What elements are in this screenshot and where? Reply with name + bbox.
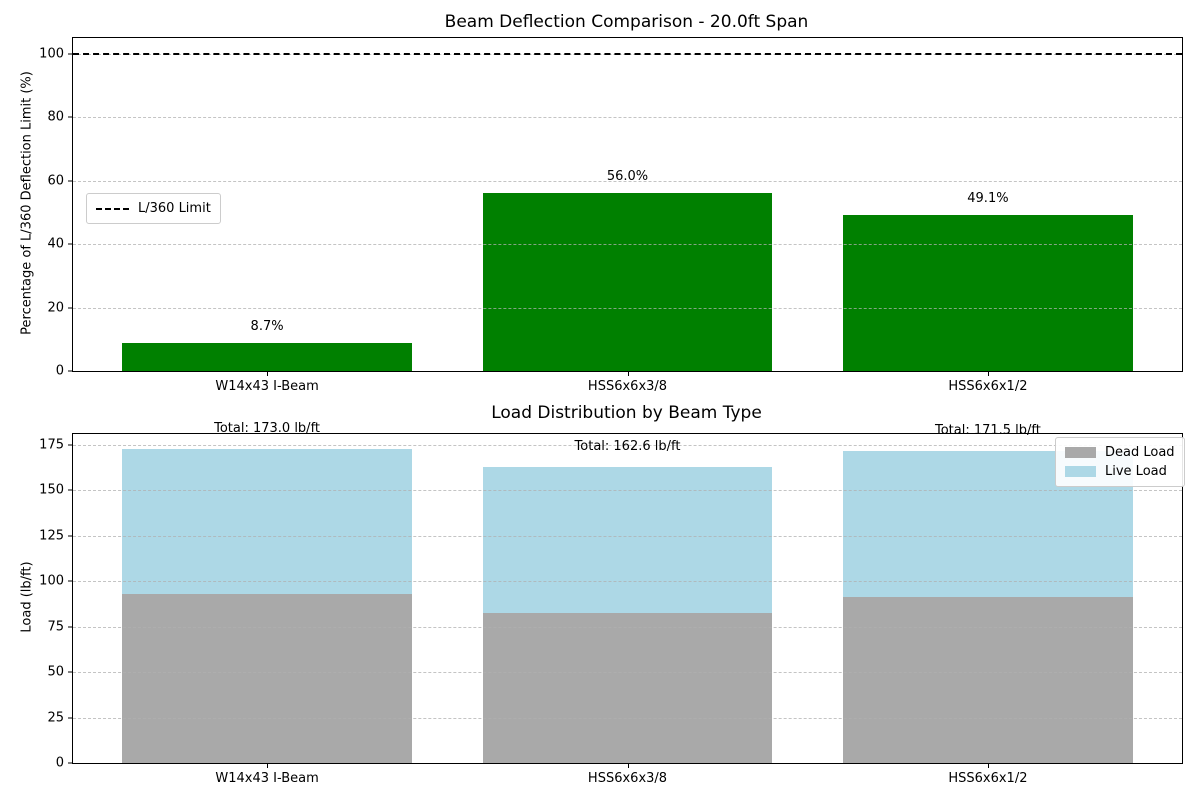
chart2-y-axis-label: Load (lb/ft) xyxy=(19,561,35,633)
x-tick-mark xyxy=(987,763,989,768)
y-tick-label: 50 xyxy=(47,664,64,680)
y-tick-mark xyxy=(68,243,73,245)
y-tick-mark xyxy=(68,580,73,582)
legend-label: Live Load xyxy=(1105,464,1167,479)
x-tick-label: HSS6x6x3/8 xyxy=(587,771,668,786)
bar-hss6x6x1-2 xyxy=(843,215,1133,371)
y-tick-mark xyxy=(68,116,73,118)
y-tick-label: 150 xyxy=(39,482,64,498)
live-load-swatch-icon xyxy=(1065,466,1096,477)
x-tick-mark xyxy=(627,371,629,376)
x-tick-label: HSS6x6x1/2 xyxy=(948,771,1028,786)
gridline-y-75 xyxy=(73,626,1182,628)
chart2-plot-area: Dead Load Live Load 0 25 50 75 100 125 150 175 W… xyxy=(39,422,1185,785)
x-tick-label: HSS6x6x3/8 xyxy=(587,379,668,394)
gridline-y-25 xyxy=(73,717,1182,719)
bar-segment-dead-load xyxy=(843,596,1133,763)
x-tick-label: HSS6x6x1/2 xyxy=(948,379,1028,394)
y-tick-mark xyxy=(68,762,73,764)
total-label: Total: 173.0 lb/ft xyxy=(214,420,321,436)
value-label: 49.1% xyxy=(967,191,1009,207)
legend-label: L/360 Limit xyxy=(138,201,211,216)
y-tick-mark xyxy=(68,180,73,182)
x-tick-mark xyxy=(267,763,269,768)
y-tick-mark xyxy=(68,444,73,446)
value-label: 56.0% xyxy=(606,169,649,185)
y-tick-label: 25 xyxy=(47,710,64,726)
y-tick-mark xyxy=(68,489,73,491)
limit-line xyxy=(73,52,1182,55)
y-tick-label: 175 xyxy=(39,437,64,453)
y-tick-label: 125 xyxy=(39,528,64,544)
legend-label: Dead Load xyxy=(1105,445,1175,460)
gridline-y-150 xyxy=(73,490,1182,492)
total-label: Total: 171.5 lb/ft xyxy=(934,423,1041,439)
bar-segment-dead-load xyxy=(122,593,412,763)
total-label: Total: 162.6 lb/ft xyxy=(574,439,681,455)
x-tick-mark xyxy=(267,371,269,376)
bar-segment-live-load xyxy=(482,467,773,613)
y-tick-label: 75 xyxy=(47,619,64,635)
legend-entry: Live Load xyxy=(1065,462,1175,481)
gridline-y-40 xyxy=(73,244,1182,246)
bar-segment-dead-load xyxy=(482,612,773,763)
bar-hss6x6x3-8 xyxy=(482,193,773,371)
x-tick-mark xyxy=(987,371,989,376)
chart1-title: Beam Deflection Comparison - 20.0ft Span xyxy=(444,12,809,32)
gridline-y-125 xyxy=(73,535,1182,537)
y-tick-label: 0 xyxy=(55,363,64,379)
y-tick-mark xyxy=(68,370,73,372)
chart1-y-axis-label: Percentage of L/360 Deflection Limit (%) xyxy=(19,71,35,335)
legend-entry: L/360 Limit xyxy=(96,199,211,218)
y-tick-label: 0 xyxy=(55,755,64,771)
bar-w14x43-i-beam xyxy=(122,343,412,371)
x-tick-label: W14x43 I-Beam xyxy=(215,379,319,394)
gridline-y-60 xyxy=(73,180,1182,182)
x-tick-mark xyxy=(627,763,629,768)
y-tick-mark xyxy=(68,53,73,55)
x-tick-label: W14x43 I-Beam xyxy=(215,771,319,786)
chart2-title: Load Distribution by Beam Type xyxy=(491,403,762,423)
y-tick-label: 60 xyxy=(47,173,64,189)
y-tick-label: 80 xyxy=(47,109,64,125)
y-tick-mark xyxy=(68,717,73,719)
bar-segment-live-load xyxy=(122,448,412,594)
legend-entry: Dead Load xyxy=(1065,443,1175,462)
chart2-legend: Dead Load Live Load xyxy=(1055,437,1185,487)
value-label: 8.7% xyxy=(250,319,284,335)
y-tick-mark xyxy=(68,535,73,537)
y-tick-mark xyxy=(68,626,73,628)
dashed-line-icon xyxy=(96,207,129,210)
y-tick-mark xyxy=(68,307,73,309)
chart1-legend: L/360 Limit xyxy=(86,193,221,224)
dead-load-swatch-icon xyxy=(1065,447,1096,458)
y-tick-label: 100 xyxy=(39,46,64,62)
gridline-y-80 xyxy=(73,117,1182,119)
gridline-y-175 xyxy=(73,444,1182,446)
gridline-y-100 xyxy=(73,581,1182,583)
y-tick-mark xyxy=(68,671,73,673)
gridline-y-50 xyxy=(73,672,1182,674)
y-tick-label: 20 xyxy=(47,300,64,316)
gridline-y-20 xyxy=(73,307,1182,309)
y-tick-label: 40 xyxy=(47,236,64,252)
y-tick-label: 100 xyxy=(39,573,64,589)
chart1-plot-area: L/360 Limit 0 20 40 60 80 100 W14x43 I-Beam HSS… xyxy=(39,37,1183,393)
